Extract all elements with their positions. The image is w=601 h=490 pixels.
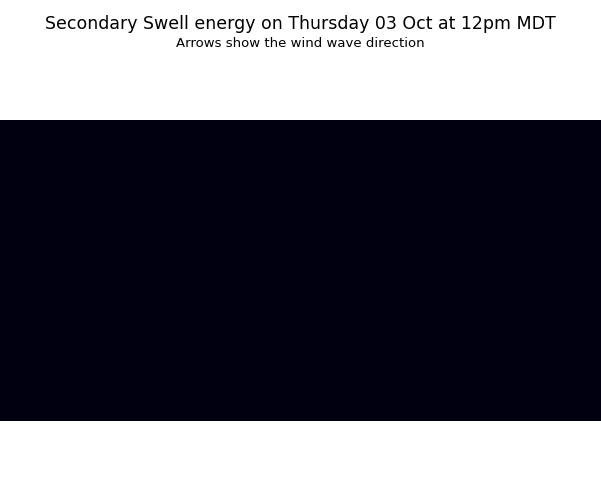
Text: Arrows show the wind wave direction: Arrows show the wind wave direction (176, 37, 425, 50)
Text: Secondary Swell energy on Thursday 03 Oct at 12pm MDT: Secondary Swell energy on Thursday 03 Oc… (45, 15, 556, 33)
